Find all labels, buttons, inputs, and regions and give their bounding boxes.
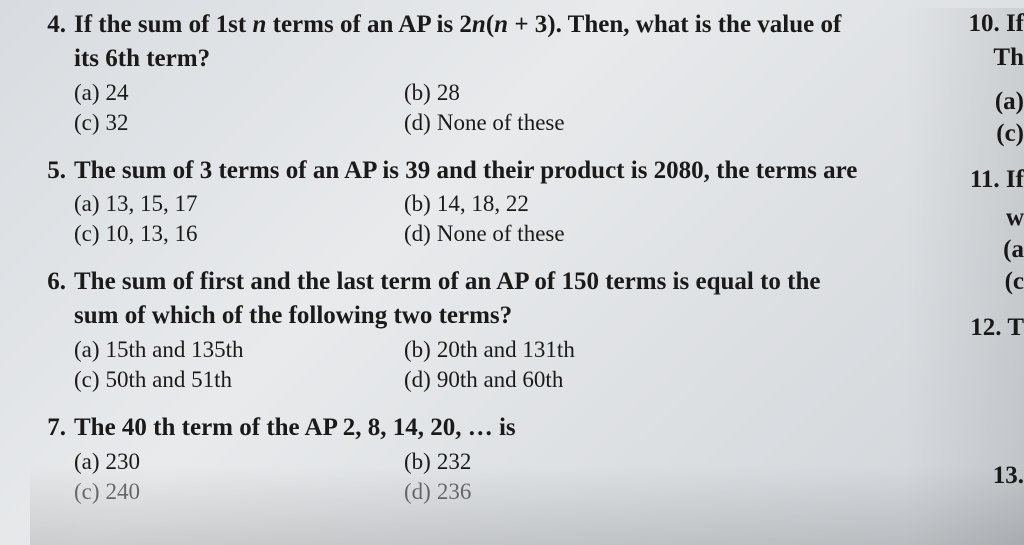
question-7-number: 7. bbox=[30, 414, 66, 442]
q4-opt-a-text: 24 bbox=[106, 80, 129, 106]
q7-opt-b-text: 232 bbox=[437, 449, 472, 475]
q4-option-c: (c)32 bbox=[74, 110, 404, 136]
q4-option-d: (d)None of these bbox=[404, 110, 734, 136]
q5-opt-b-text: 14, 18, 22 bbox=[437, 191, 529, 217]
q5-option-a: (a)13, 15, 17 bbox=[74, 191, 404, 217]
question-6-options: (a)15th and 135th (b)20th and 131th (c)5… bbox=[74, 337, 1024, 393]
q5-option-c: (c)10, 13, 16 bbox=[74, 221, 404, 247]
q7-opt-c-text: 240 bbox=[106, 479, 141, 505]
question-5-options: (a)13, 15, 17 (b)14, 18, 22 (c)10, 13, 1… bbox=[74, 191, 1024, 247]
opt-label-c: (c) bbox=[74, 479, 100, 505]
q7-option-d: (d)236 bbox=[404, 479, 734, 505]
question-4-header: 4. If the sum of 1st n terms of an AP is… bbox=[30, 8, 1024, 76]
right-fragment: (a bbox=[1003, 236, 1024, 264]
question-5-text: The sum of 3 terms of an AP is 39 and th… bbox=[74, 154, 857, 188]
opt-label-d: (d) bbox=[404, 110, 431, 136]
opt-label-a: (a) bbox=[74, 191, 100, 217]
q6-opt-d-text: 90th and 60th bbox=[437, 367, 564, 393]
q5-opt-a-text: 13, 15, 17 bbox=[106, 191, 198, 217]
question-6-text: The sum of first and the last term of an… bbox=[74, 265, 864, 333]
opt-label-d: (d) bbox=[404, 367, 431, 393]
question-7: 7. The 40 th term of the AP 2, 8, 14, 20… bbox=[30, 411, 1024, 505]
right-fragment: 12. T bbox=[970, 314, 1024, 342]
question-5-number: 5. bbox=[30, 157, 66, 185]
q5-opt-d-text: None of these bbox=[437, 221, 565, 247]
question-4-options: (a)24 (b)28 (c)32 (d)None of these bbox=[74, 80, 1024, 136]
opt-label-c: (c) bbox=[74, 110, 100, 136]
opt-label-c: (c) bbox=[74, 221, 100, 247]
question-4-text: If the sum of 1st n terms of an AP is 2n… bbox=[74, 8, 864, 76]
right-fragment: (a) bbox=[995, 88, 1024, 116]
question-7-header: 7. The 40 th term of the AP 2, 8, 14, 20… bbox=[30, 411, 1024, 445]
q5-opt-c-text: 10, 13, 16 bbox=[106, 221, 198, 247]
question-6: 6. The sum of first and the last term of… bbox=[30, 265, 1024, 393]
right-fragment: 13. bbox=[993, 462, 1024, 490]
q6-opt-b-text: 20th and 131th bbox=[437, 337, 575, 363]
right-fragment: Th bbox=[993, 44, 1024, 72]
q6-opt-c-text: 50th and 51th bbox=[106, 367, 233, 393]
q4-opt-d-text: None of these bbox=[437, 110, 565, 136]
opt-label-d: (d) bbox=[404, 221, 431, 247]
q4-option-a: (a)24 bbox=[74, 80, 404, 106]
question-4-number: 4. bbox=[30, 11, 66, 39]
q7-option-a: (a)230 bbox=[74, 449, 404, 475]
opt-label-a: (a) bbox=[74, 449, 100, 475]
right-column-fragments: 10. If Th (a) (c) 11. If w (a (c 12. T 13. bbox=[932, 8, 1024, 545]
q5-option-b: (b)14, 18, 22 bbox=[404, 191, 734, 217]
q4-opt-b-text: 28 bbox=[437, 80, 460, 106]
q6-option-b: (b)20th and 131th bbox=[404, 337, 734, 363]
q4-opt-c-text: 32 bbox=[106, 110, 129, 136]
page-scan: 4. If the sum of 1st n terms of an AP is… bbox=[30, 8, 1024, 545]
question-7-text: The 40 th term of the AP 2, 8, 14, 20, …… bbox=[74, 411, 516, 445]
q6-opt-a-text: 15th and 135th bbox=[106, 337, 244, 363]
question-7-options: (a)230 (b)232 (c)240 (d)236 bbox=[74, 449, 1024, 505]
opt-label-b: (b) bbox=[404, 449, 431, 475]
question-6-header: 6. The sum of first and the last term of… bbox=[30, 265, 1024, 333]
q7-option-b: (b)232 bbox=[404, 449, 734, 475]
right-fragment: (c bbox=[1005, 268, 1024, 296]
q6-option-d: (d)90th and 60th bbox=[404, 367, 734, 393]
q7-opt-d-text: 236 bbox=[437, 479, 472, 505]
question-5: 5. The sum of 3 terms of an AP is 39 and… bbox=[30, 154, 1024, 248]
right-fragment: 11. If bbox=[970, 166, 1024, 194]
q7-opt-a-text: 230 bbox=[106, 449, 141, 475]
opt-label-b: (b) bbox=[404, 80, 431, 106]
right-fragment: (c) bbox=[996, 120, 1024, 148]
q6-option-a: (a)15th and 135th bbox=[74, 337, 404, 363]
q7-option-c: (c)240 bbox=[74, 479, 404, 505]
opt-label-b: (b) bbox=[404, 337, 431, 363]
opt-label-a: (a) bbox=[74, 80, 100, 106]
question-5-header: 5. The sum of 3 terms of an AP is 39 and… bbox=[30, 154, 1024, 188]
question-4: 4. If the sum of 1st n terms of an AP is… bbox=[30, 8, 1024, 136]
opt-label-c: (c) bbox=[74, 367, 100, 393]
q6-option-c: (c)50th and 51th bbox=[74, 367, 404, 393]
opt-label-b: (b) bbox=[404, 191, 431, 217]
q5-option-d: (d)None of these bbox=[404, 221, 734, 247]
right-fragment: 10. If bbox=[968, 10, 1024, 38]
right-fragment: w bbox=[1006, 204, 1024, 232]
opt-label-a: (a) bbox=[74, 337, 100, 363]
question-6-number: 6. bbox=[30, 268, 66, 296]
opt-label-d: (d) bbox=[404, 479, 431, 505]
q4-option-b: (b)28 bbox=[404, 80, 734, 106]
